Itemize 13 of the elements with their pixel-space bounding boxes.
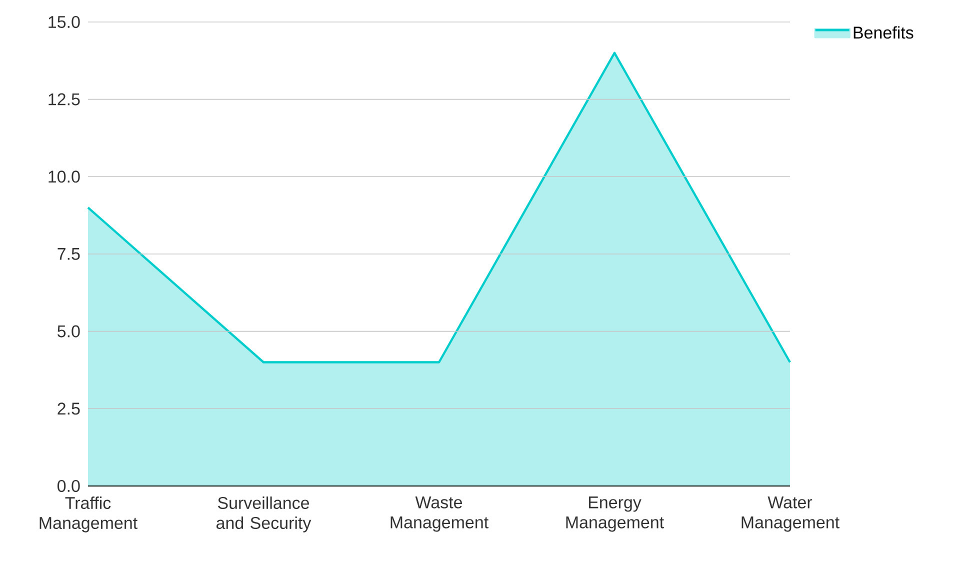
x-tick-label: Surveillance and Security	[216, 496, 312, 532]
y-tick-label: 2.5	[58, 402, 80, 415]
x-tick-label: Waste Management	[390, 496, 488, 532]
y-tick-label: 10.0	[48, 170, 80, 183]
y-tick-label: 7.5	[58, 248, 80, 260]
x-tick-label: Traffic Management	[40, 496, 138, 532]
y-tick-label: 0.0	[58, 480, 80, 492]
y-tick-label: 12.5	[48, 93, 80, 106]
y-tick-label: 15.0	[48, 16, 80, 28]
x-tick-label: Energy Management	[566, 496, 664, 532]
legend-label: Benefits	[854, 26, 914, 39]
x-tick-label: Water Management	[742, 496, 840, 532]
y-tick-label: 5.0	[58, 325, 80, 338]
